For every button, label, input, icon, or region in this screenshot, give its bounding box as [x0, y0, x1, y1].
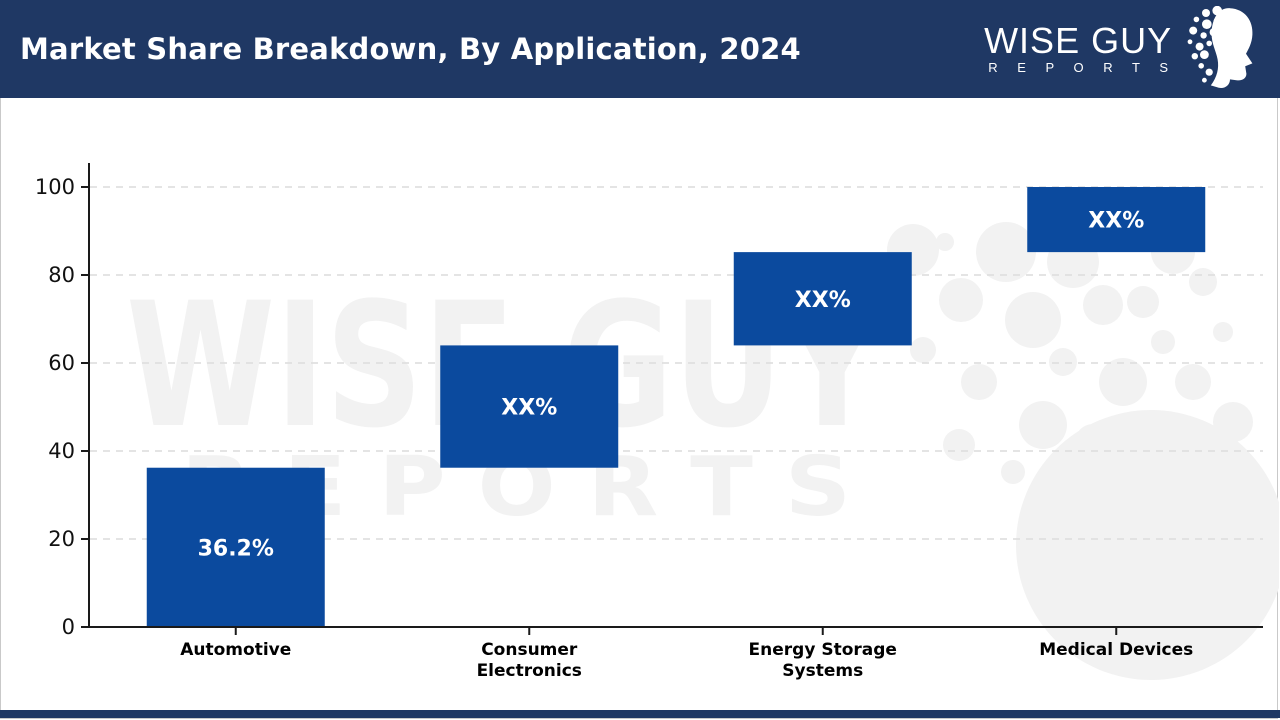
y-tick-label: 60 — [48, 351, 75, 375]
chart-title: Market Share Breakdown, By Application, … — [20, 32, 801, 66]
x-category-label: Electronics — [477, 661, 582, 681]
x-category-label: Medical Devices — [1039, 640, 1193, 660]
bar-automotive — [146, 467, 325, 627]
bar-label: XX% — [1088, 209, 1144, 234]
y-tick-label: 40 — [48, 439, 75, 463]
x-category-label: Consumer — [481, 640, 578, 660]
wiseguy-face-icon — [1187, 6, 1253, 89]
logo-wordmark: WISE GUY — [984, 19, 1173, 61]
wiseguy-logo-text: WISE GUY R E P O R T S — [980, 19, 1176, 75]
bar-label: 36.2% — [198, 536, 274, 561]
y-tick-label: 80 — [48, 263, 75, 287]
x-category-label: Energy Storage — [749, 640, 897, 660]
footer-accent-bar — [0, 710, 1280, 718]
x-category-label: Systems — [782, 661, 863, 681]
y-tick-label: 20 — [48, 527, 75, 551]
x-category-label: Automotive — [180, 640, 291, 660]
logo-subtitle: R E P O R T S — [988, 59, 1176, 75]
header: Market Share Breakdown, By Application, … — [0, 0, 1280, 98]
bar-label: XX% — [795, 288, 851, 313]
wiseguy-logo: WISE GUY R E P O R T S — [980, 6, 1254, 92]
y-tick-label: 100 — [35, 175, 75, 199]
bar-label: XX% — [501, 396, 557, 421]
y-tick-label: 0 — [62, 615, 75, 639]
bar-consumer-electronics — [440, 345, 619, 468]
